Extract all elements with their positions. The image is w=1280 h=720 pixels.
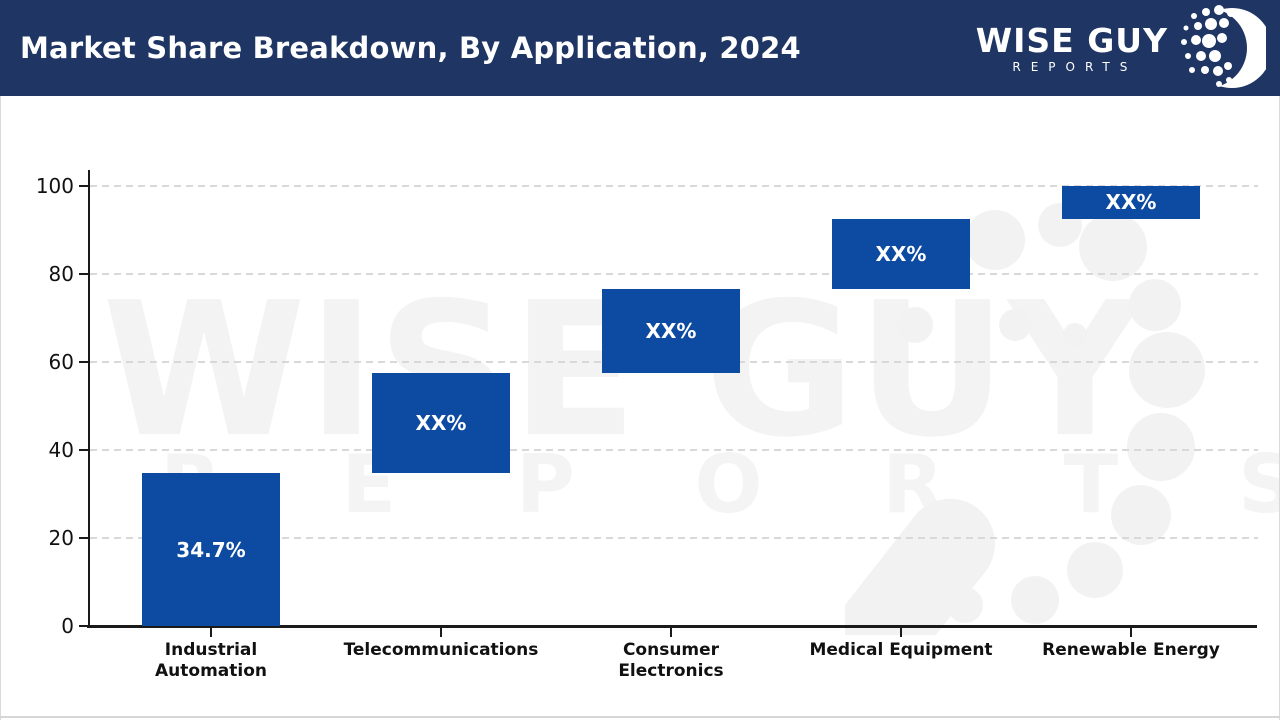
y-tick-mark-100: [79, 185, 88, 187]
grid-line-100: [90, 185, 1258, 187]
x-tick-mark-2: [670, 628, 672, 637]
category-label-0: Industrial Automation: [155, 640, 267, 681]
x-axis-line: [87, 625, 1257, 628]
x-tick-mark-4: [1130, 628, 1132, 637]
category-label-3: Medical Equipment: [809, 640, 993, 660]
x-tick-mark-0: [210, 628, 212, 637]
watermark-text-line2: R E P O R T S: [160, 438, 1280, 531]
grid-line-20: [90, 537, 1258, 539]
y-axis-line: [88, 170, 90, 628]
bar-value-label: XX%: [645, 319, 697, 344]
bar-value-label: XX%: [415, 411, 467, 436]
y-tick-label-80: 80: [48, 262, 74, 286]
brand-subtitle: REPORTS: [1012, 59, 1138, 74]
page-border-bottom: [0, 716, 1280, 718]
page-title: Market Share Breakdown, By Application, …: [20, 31, 801, 65]
bar-value-label: XX%: [1105, 190, 1157, 215]
grid-line-40: [90, 449, 1258, 451]
category-label-1: Telecommunications: [343, 640, 539, 660]
x-tick-mark-1: [440, 628, 442, 637]
y-tick-label-60: 60: [48, 350, 74, 374]
y-tick-mark-60: [79, 361, 88, 363]
bar-industrial-automation: 34.7%: [142, 473, 280, 626]
y-tick-mark-40: [79, 449, 88, 451]
bar-renewable-energy: XX%: [1062, 186, 1200, 219]
header: Market Share Breakdown, By Application, …: [0, 0, 1280, 96]
category-label-2: Consumer Electronics: [618, 640, 724, 681]
bar-value-label: 34.7%: [176, 537, 246, 562]
bar-consumer-electronics: XX%: [602, 289, 740, 374]
y-tick-label-0: 0: [61, 614, 74, 638]
brand-name: WISE GUY: [975, 20, 1168, 60]
page-border-left: [0, 96, 1, 720]
brand-logo: WISE GUY REPORTS: [976, 4, 1266, 92]
y-tick-mark-20: [79, 537, 88, 539]
bar-telecommunications: XX%: [372, 373, 510, 474]
y-tick-label-20: 20: [48, 526, 74, 550]
bar-value-label: XX%: [875, 241, 927, 266]
logo-head-icon: [1174, 5, 1266, 88]
brand-logo-text: WISE GUY REPORTS: [975, 20, 1168, 74]
bar-medical-equipment: XX%: [832, 218, 970, 290]
y-tick-mark-80: [79, 273, 88, 275]
x-tick-mark-3: [900, 628, 902, 637]
category-label-4: Renewable Energy: [1042, 640, 1220, 660]
y-tick-label-40: 40: [48, 438, 74, 462]
y-tick-label-100: 100: [35, 174, 74, 198]
y-tick-mark-0: [79, 625, 88, 627]
grid-line-80: [90, 273, 1258, 275]
